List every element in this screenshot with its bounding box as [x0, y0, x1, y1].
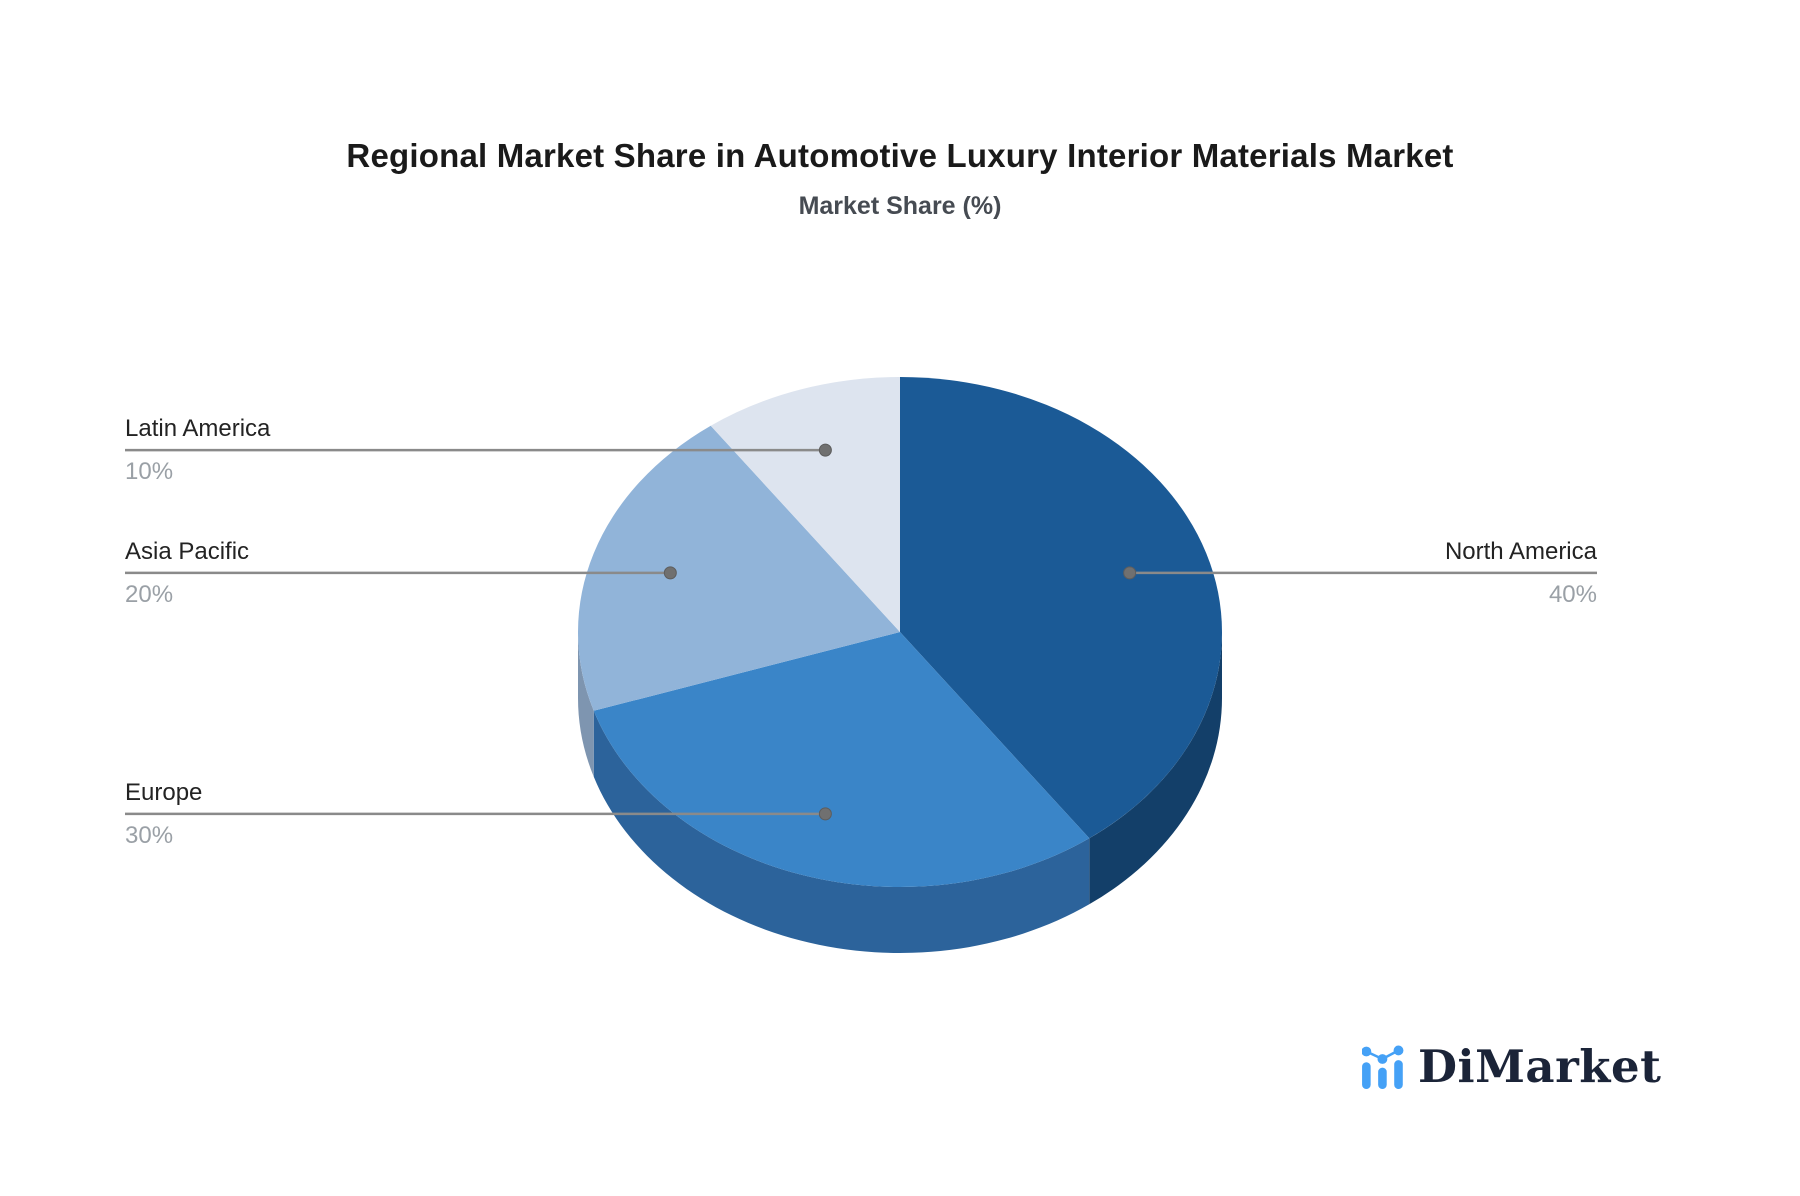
slice-label-name: Asia Pacific — [125, 537, 250, 565]
slice-label-percent: 40% — [1548, 580, 1597, 608]
leader-dot-europe — [818, 807, 832, 821]
chart-title: Regional Market Share in Automotive Luxu… — [346, 137, 1454, 174]
slice-label-name: North America — [1444, 537, 1597, 565]
leader-dot-asia-pacific — [663, 566, 677, 580]
chart-subtitle: Market Share (%) — [798, 192, 1002, 220]
pie-slice-side-north-america — [1089, 632, 1222, 905]
dimarket-logo-icon — [1362, 1045, 1404, 1089]
slice-label-asia-pacific: Asia Pacific 20% — [125, 538, 685, 609]
slice-label-name: Europe — [125, 778, 203, 806]
slice-label-percent: 30% — [125, 821, 174, 849]
slice-label-latin-america: Latin America 10% — [125, 415, 685, 486]
dimarket-logo-text: DiMarket — [1418, 1040, 1662, 1093]
pie-slice-europe[interactable] — [593, 632, 1090, 887]
pie-slice-side-asia-pacific — [578, 632, 594, 777]
pie-slice-north-america[interactable] — [900, 377, 1222, 839]
slice-label-name: Latin America — [125, 415, 271, 443]
slice-label-percent: 20% — [125, 580, 174, 608]
slice-label-percent: 10% — [125, 458, 174, 486]
pie-slice-side-europe — [593, 710, 1090, 954]
leader-dot-latin-america — [818, 443, 832, 457]
leader-dot-north-america — [1123, 566, 1137, 580]
slice-label-north-america: North America 40% — [1037, 538, 1597, 609]
dimarket-logo: DiMarket — [1362, 1044, 1661, 1089]
pie-slice-asia-pacific[interactable] — [578, 425, 900, 711]
pie-slice-latin-america[interactable] — [710, 377, 900, 632]
slice-label-europe: Europe 30% — [125, 779, 685, 850]
